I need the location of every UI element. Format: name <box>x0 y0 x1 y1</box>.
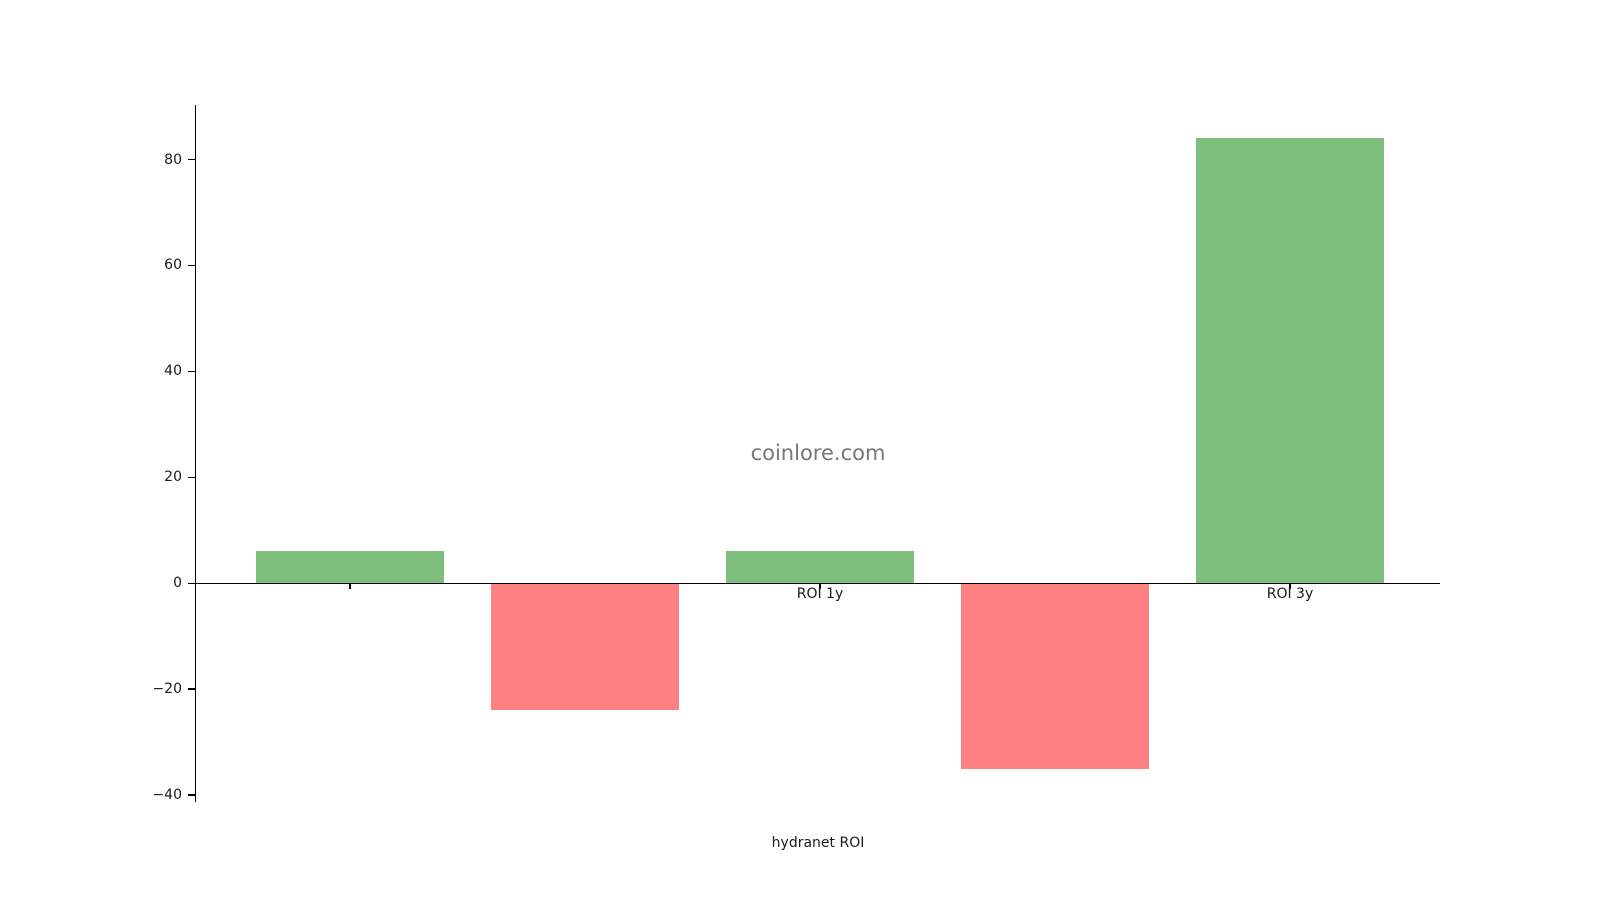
y-tick-mark <box>187 688 195 690</box>
y-tick-mark <box>187 476 195 479</box>
negative-roi-bar <box>961 583 1149 769</box>
x-tick-mark <box>819 583 821 590</box>
y-tick-mark <box>187 158 195 161</box>
x-tick-mark <box>349 583 351 590</box>
watermark-text: coinlore.com <box>750 441 886 465</box>
y-tick-label: 60 <box>164 257 182 274</box>
positive-roi-bar <box>726 551 914 584</box>
y-tick-label: 0 <box>173 575 182 592</box>
y-tick-mark <box>187 582 195 584</box>
x-tick-mark <box>1289 583 1291 590</box>
y-axis-spine <box>194 105 196 802</box>
x-axis-title: hydranet ROI <box>771 835 865 851</box>
positive-roi-bar <box>256 551 444 584</box>
y-tick-label: −40 <box>152 787 182 804</box>
negative-roi-bar <box>491 583 679 711</box>
x-tick-label: ROI 1y <box>796 586 844 603</box>
y-tick-label: 20 <box>164 469 182 486</box>
y-tick-label: −20 <box>152 681 182 698</box>
y-tick-mark <box>187 264 195 267</box>
y-tick-label: 40 <box>164 363 182 380</box>
x-axis-line <box>196 582 1440 584</box>
y-tick-label: 80 <box>164 151 182 168</box>
y-tick-mark <box>187 794 195 796</box>
x-tick-label: ROI 3y <box>1266 586 1314 603</box>
y-tick-mark <box>187 370 195 373</box>
positive-roi-bar <box>1196 138 1384 584</box>
